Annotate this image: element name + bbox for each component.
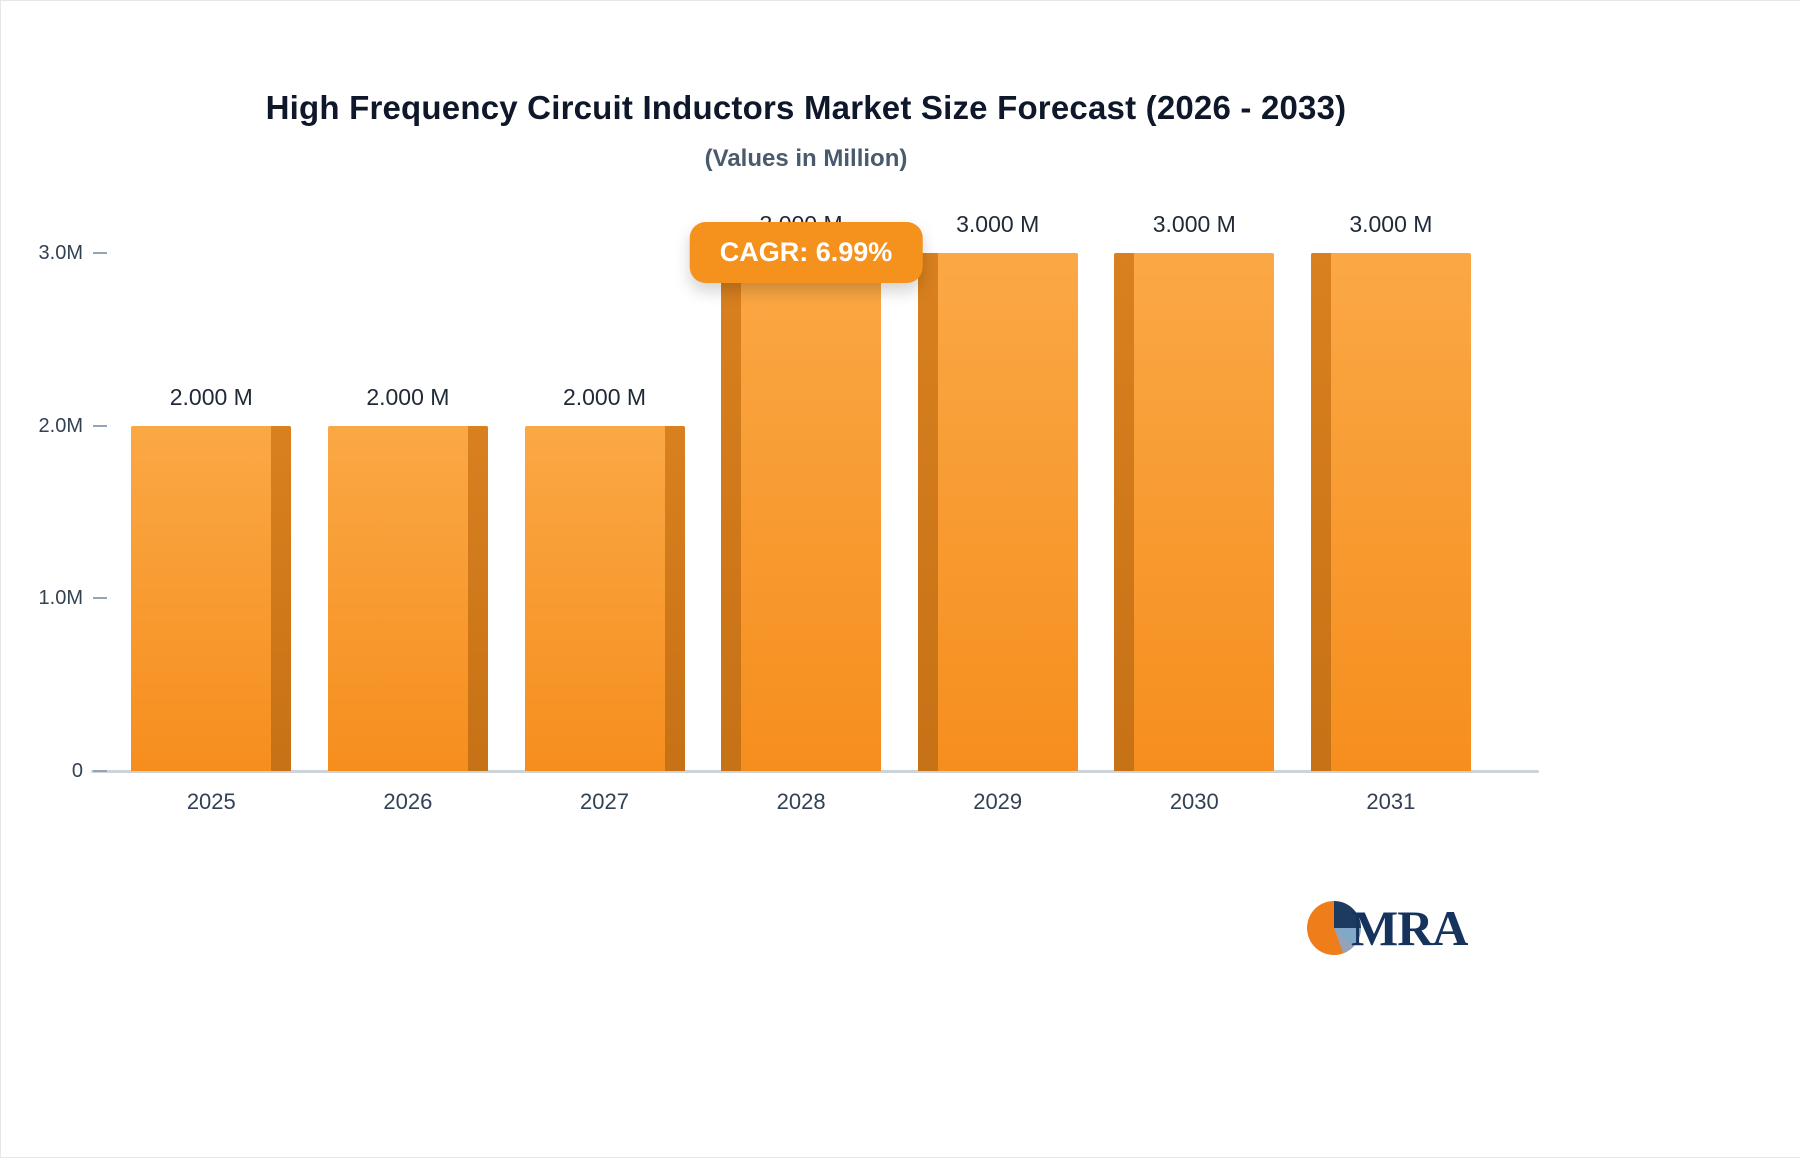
chart-title: High Frequency Circuit Inductors Market …: [265, 89, 1347, 126]
x-axis-label: 2027: [580, 789, 629, 814]
bar-value-label: 2.000 M: [169, 383, 253, 410]
pie-logo-icon: [1307, 901, 1361, 955]
logo-text: MRA: [1351, 900, 1468, 956]
brand-logo: MRA: [1307, 899, 1468, 957]
y-axis-tick-label: 3.0M: [38, 242, 83, 264]
x-axis-label: 2030: [1169, 789, 1219, 814]
bar: [1310, 253, 1471, 771]
bar-3d-side: [721, 253, 742, 771]
bar: [721, 253, 882, 771]
bar-3d-side: [1114, 253, 1135, 771]
bar-value-label: 3.000 M: [1152, 211, 1236, 237]
chart-subtitle: (Values in Million): [704, 145, 908, 172]
bar: [917, 253, 1078, 771]
bar-3d-side: [271, 425, 292, 771]
x-axis-label: 2029: [973, 789, 1023, 814]
bar-3d-side: [1310, 253, 1331, 771]
x-axis-label: 2025: [186, 789, 236, 814]
y-axis-tick-mark: [93, 770, 107, 772]
cagr-badge: CAGR: 6.99%: [689, 222, 923, 283]
bar-3d-side: [467, 425, 488, 771]
y-axis-tick-label: 2.0M: [38, 414, 83, 437]
x-axis-line: [91, 770, 1539, 773]
bar-3d-side: [664, 425, 685, 771]
bar-value-label: 2.000 M: [562, 383, 647, 410]
bar: [1114, 253, 1275, 771]
y-axis-tick-label: 0: [71, 760, 83, 782]
x-axis-label: 2028: [776, 789, 826, 814]
bar-value-label: 3.000 M: [1349, 211, 1433, 237]
bar: [524, 425, 685, 771]
chart-header: High Frequency Circuit Inductors Market …: [1, 89, 1611, 173]
x-axis-label: 2026: [383, 789, 433, 814]
x-axis-label: 2031: [1366, 789, 1416, 814]
cagr-label: CAGR: 6.99%: [719, 237, 893, 267]
bar-value-label: 2.000 M: [366, 383, 450, 410]
y-axis-tick-mark: [93, 252, 107, 254]
y-axis-tick-mark: [93, 424, 107, 427]
bar-value-label: 3.000 M: [956, 211, 1040, 237]
bar-3d-side: [917, 253, 938, 771]
bar: [327, 425, 488, 771]
y-axis-tick-mark: [93, 597, 107, 600]
bar: [131, 425, 292, 771]
y-axis-tick-label: 1.0M: [38, 587, 83, 610]
